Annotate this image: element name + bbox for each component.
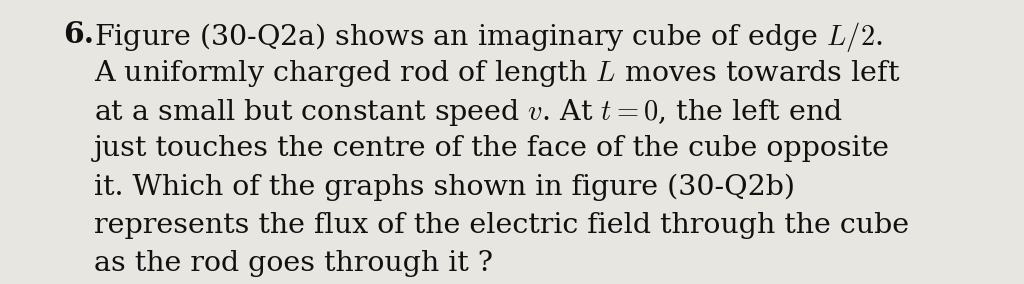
- Text: at a small but constant speed $v$. At $t = 0$, the left end: at a small but constant speed $v$. At $t…: [94, 97, 843, 128]
- Text: represents the flux of the electric field through the cube: represents the flux of the electric fiel…: [94, 212, 909, 239]
- Text: 6.: 6.: [63, 20, 94, 49]
- Text: it. Which of the graphs shown in figure (30-Q2b): it. Which of the graphs shown in figure …: [94, 173, 796, 201]
- Text: A uniformly charged rod of length $L$ moves towards left: A uniformly charged rod of length $L$ mo…: [94, 58, 901, 89]
- Text: just touches the centre of the face of the cube opposite: just touches the centre of the face of t…: [94, 135, 890, 162]
- Text: Figure (30-Q2a) shows an imaginary cube of edge $L/2$.: Figure (30-Q2a) shows an imaginary cube …: [94, 20, 883, 54]
- Text: as the rod goes through it ?: as the rod goes through it ?: [94, 250, 494, 277]
